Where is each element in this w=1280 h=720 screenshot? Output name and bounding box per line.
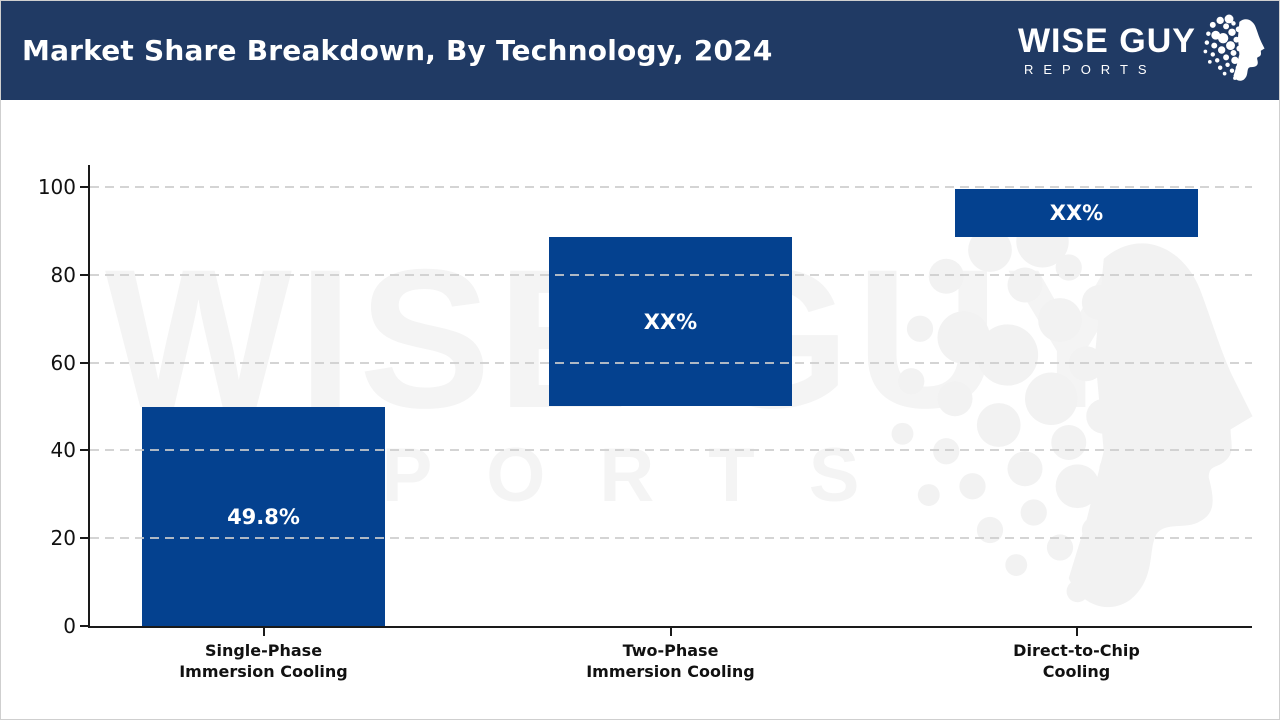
y-gridline [90,273,1252,276]
bar-segment: XX% [955,188,1198,237]
y-axis-tick-mark [80,537,89,540]
page-title: Market Share Breakdown, By Technology, 2… [22,33,773,67]
y-axis-tick-label: 100 [37,175,76,199]
bar-value-label: 49.8% [227,504,300,529]
y-axis-tick-mark [80,449,89,452]
x-axis-tick-mark [262,628,265,636]
bar-segment: XX% [549,236,792,407]
y-axis-tick-mark [80,273,89,276]
y-gridline [90,449,1252,452]
watermark-head-icon [845,215,1275,635]
y-gridline [90,186,1252,188]
bar-value-label: XX% [1049,200,1104,225]
wiseguy-logo-text: WISE GUY REPORTS [1018,24,1196,77]
x-axis-tick-mark [669,628,672,636]
category-label-line: Two-Phase [622,641,719,660]
y-axis-tick-mark [80,361,89,364]
category-label: Single-Phase Immersion Cooling [94,640,434,682]
y-axis-tick-label: 60 [50,350,76,375]
category-label-line: Direct-to-Chip [1013,641,1140,660]
logo-wordmark: WISE GUY [1017,21,1196,60]
y-gridline [90,361,1252,364]
y-axis-tick-label: 40 [50,438,76,463]
y-axis-tick-label: 80 [50,262,76,287]
category-label: Two-Phase Immersion Cooling [501,640,841,682]
header-bar: Market Share Breakdown, By Technology, 2… [0,0,1280,100]
wiseguy-logo: WISE GUY REPORTS [1018,12,1266,88]
y-gridline [90,537,1252,540]
bar-value-label: XX% [643,309,698,334]
y-axis-spine [88,165,90,628]
y-axis-tick-label: 20 [50,526,76,551]
x-axis-tick-mark [1075,628,1078,636]
category-label-line: Single-Phase [204,641,323,660]
category-label-line: Immersion Cooling [179,662,348,681]
category-label-line: Immersion Cooling [586,662,755,681]
logo-subtitle: REPORTS [1023,61,1157,77]
y-axis-tick-label: 0 [63,614,76,638]
y-axis-tick-mark [80,625,89,627]
category-label: Direct-to-Chip Cooling [907,640,1247,682]
dotted-head-icon [1198,12,1266,88]
bar-segment: 49.8% [142,407,385,626]
category-label-line: Cooling [1042,662,1111,681]
y-axis-tick-mark [80,186,89,188]
x-axis-spine [88,626,1252,628]
